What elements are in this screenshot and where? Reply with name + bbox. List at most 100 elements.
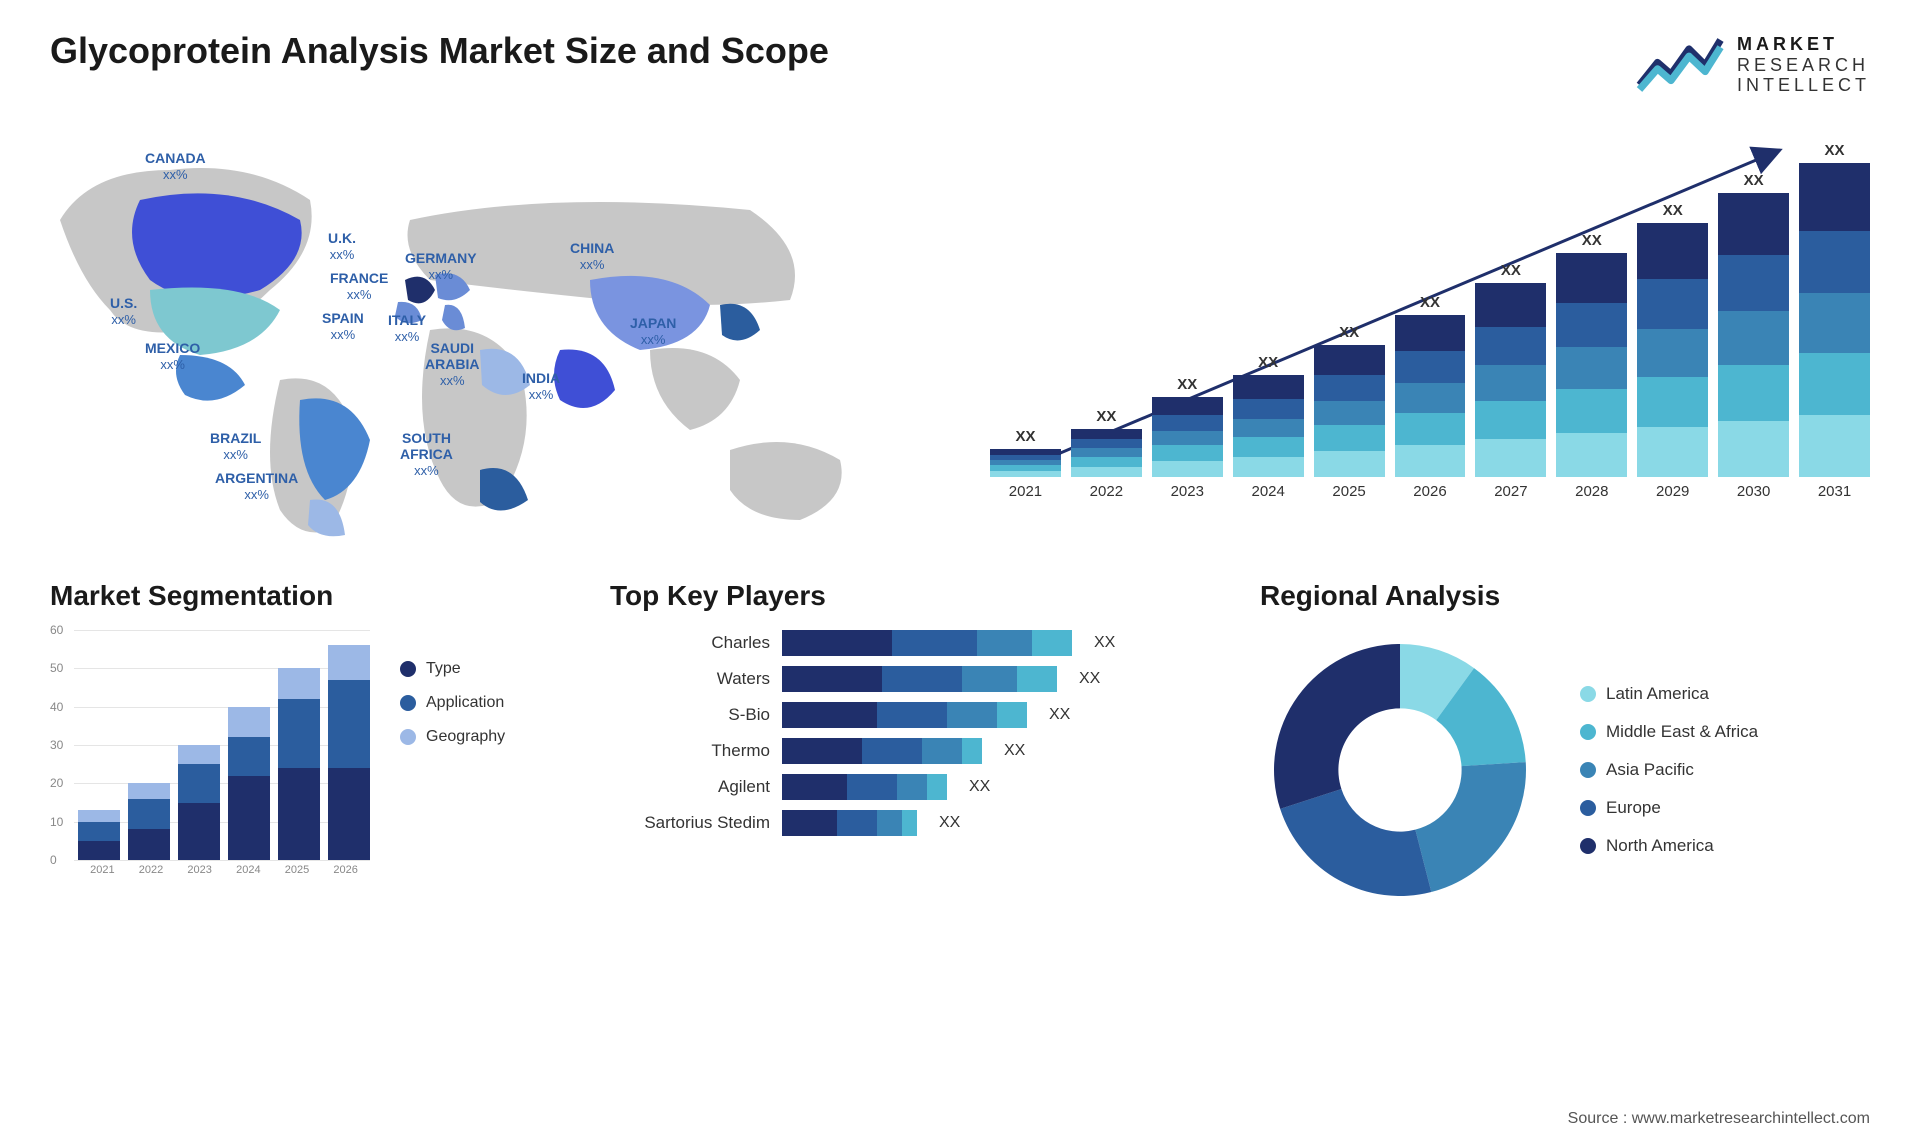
forecast-segment [1314, 401, 1385, 425]
map-label: BRAZILxx% [210, 430, 261, 463]
legend-item: Middle East & Africa [1580, 722, 1758, 742]
forecast-segment [1556, 253, 1627, 303]
forecast-year-label: 2030 [1737, 483, 1770, 500]
forecast-bar: XX2021 [990, 428, 1061, 500]
y-axis-label: 60 [50, 623, 63, 637]
map-label: U.S.xx% [110, 295, 137, 328]
forecast-year-label: 2025 [1332, 483, 1365, 500]
player-name: S-Bio [610, 705, 770, 725]
forecast-segment [1718, 311, 1789, 365]
segmentation-segment [178, 803, 220, 861]
world-map: CANADAxx%U.S.xx%MEXICOxx%BRAZILxx%ARGENT… [50, 130, 930, 540]
y-axis-label: 50 [50, 661, 63, 675]
forecast-segment [1152, 431, 1223, 445]
player-segment [877, 702, 947, 728]
legend-dot-icon [400, 661, 416, 677]
player-value: XX [969, 778, 990, 796]
forecast-segment [1233, 437, 1304, 457]
y-axis-label: 30 [50, 738, 63, 752]
legend-item: Europe [1580, 798, 1758, 818]
player-row: S-Bio XX [610, 702, 1210, 728]
map-label: SOUTHAFRICAxx% [400, 430, 453, 479]
segmentation-segment [178, 745, 220, 764]
y-axis-label: 20 [50, 776, 63, 790]
forecast-value-label: XX [1096, 408, 1116, 425]
segmentation-segment [328, 680, 370, 768]
player-row: AgilentXX [610, 774, 1210, 800]
legend-item: Asia Pacific [1580, 760, 1758, 780]
segmentation-segment [178, 764, 220, 802]
player-segment [882, 666, 962, 692]
legend-dot-icon [1580, 800, 1596, 816]
legend-dot-icon [1580, 762, 1596, 778]
forecast-year-label: 2023 [1171, 483, 1204, 500]
page-title: Glycoprotein Analysis Market Size and Sc… [50, 30, 829, 72]
regional-section: Regional Analysis Latin America Middle Ea… [1260, 580, 1870, 910]
logo-text: MARKET RESEARCH INTELLECT [1737, 34, 1870, 96]
donut-slice [1274, 644, 1400, 809]
logo-mark-icon [1635, 30, 1725, 100]
player-value: XX [1049, 706, 1070, 724]
forecast-segment [1799, 415, 1870, 477]
player-segment [977, 630, 1032, 656]
regional-title: Regional Analysis [1260, 580, 1870, 612]
legend-dot-icon [400, 729, 416, 745]
legend-label: Latin America [1606, 684, 1709, 704]
forecast-segment [1395, 351, 1466, 383]
forecast-segment [1799, 163, 1870, 231]
y-axis-label: 0 [50, 853, 57, 867]
forecast-year-label: 2027 [1494, 483, 1527, 500]
player-segment [837, 810, 877, 836]
forecast-segment [1071, 457, 1142, 467]
legend-label: Application [426, 694, 504, 712]
forecast-segment [1395, 383, 1466, 413]
bottom-row: Market Segmentation 01020304050602021202… [50, 580, 1870, 910]
legend-label: Asia Pacific [1606, 760, 1694, 780]
segmentation-bar [78, 810, 120, 860]
forecast-bar: XX2028 [1556, 232, 1627, 500]
regional-donut [1260, 630, 1540, 910]
y-axis-label: 40 [50, 700, 63, 714]
forecast-segment [1314, 375, 1385, 401]
forecast-chart: XX2021XX2022XX2023XX2024XX2025XX2026XX20… [990, 130, 1870, 540]
forecast-segment [1314, 425, 1385, 451]
forecast-year-label: 2024 [1251, 483, 1284, 500]
logo-row3: INTELLECT [1737, 75, 1870, 96]
forecast-bar: XX2023 [1152, 376, 1223, 500]
map-label: INDIAxx% [522, 370, 560, 403]
player-row: Sartorius StedimXX [610, 810, 1210, 836]
segmentation-segment [278, 699, 320, 768]
player-segment [782, 810, 837, 836]
legend-item: Geography [400, 728, 505, 746]
forecast-segment [1718, 255, 1789, 311]
forecast-year-label: 2021 [1009, 483, 1042, 500]
forecast-segment [1475, 365, 1546, 401]
forecast-year-label: 2026 [1413, 483, 1446, 500]
player-segment [782, 774, 847, 800]
forecast-segment [1475, 283, 1546, 327]
player-bar [782, 774, 947, 800]
map-label: JAPANxx% [630, 315, 676, 348]
forecast-value-label: XX [1663, 202, 1683, 219]
legend-dot-icon [1580, 724, 1596, 740]
forecast-bar: XX2030 [1718, 172, 1789, 500]
segmentation-legend: Type Application Geography [400, 630, 505, 880]
segmentation-segment [278, 668, 320, 699]
legend-label: Europe [1606, 798, 1661, 818]
forecast-segment [1637, 329, 1708, 377]
source-text: Source : www.marketresearchintellect.com [1568, 1110, 1870, 1128]
player-segment [847, 774, 897, 800]
forecast-segment [1637, 377, 1708, 427]
donut-slice [1415, 762, 1526, 892]
legend-label: North America [1606, 836, 1714, 856]
segmentation-segment [78, 841, 120, 860]
map-label: MEXICOxx% [145, 340, 200, 373]
legend-item: Type [400, 660, 505, 678]
forecast-segment [1718, 365, 1789, 421]
segmentation-year-label: 2022 [139, 864, 163, 876]
segmentation-chart: 0102030405060202120222023202420252026 [50, 630, 370, 880]
player-value: XX [1004, 742, 1025, 760]
players-section: Top Key Players CharlesXXWatersXXS-BioXX… [610, 580, 1210, 910]
map-label: CHINAxx% [570, 240, 614, 273]
legend-item: Latin America [1580, 684, 1758, 704]
